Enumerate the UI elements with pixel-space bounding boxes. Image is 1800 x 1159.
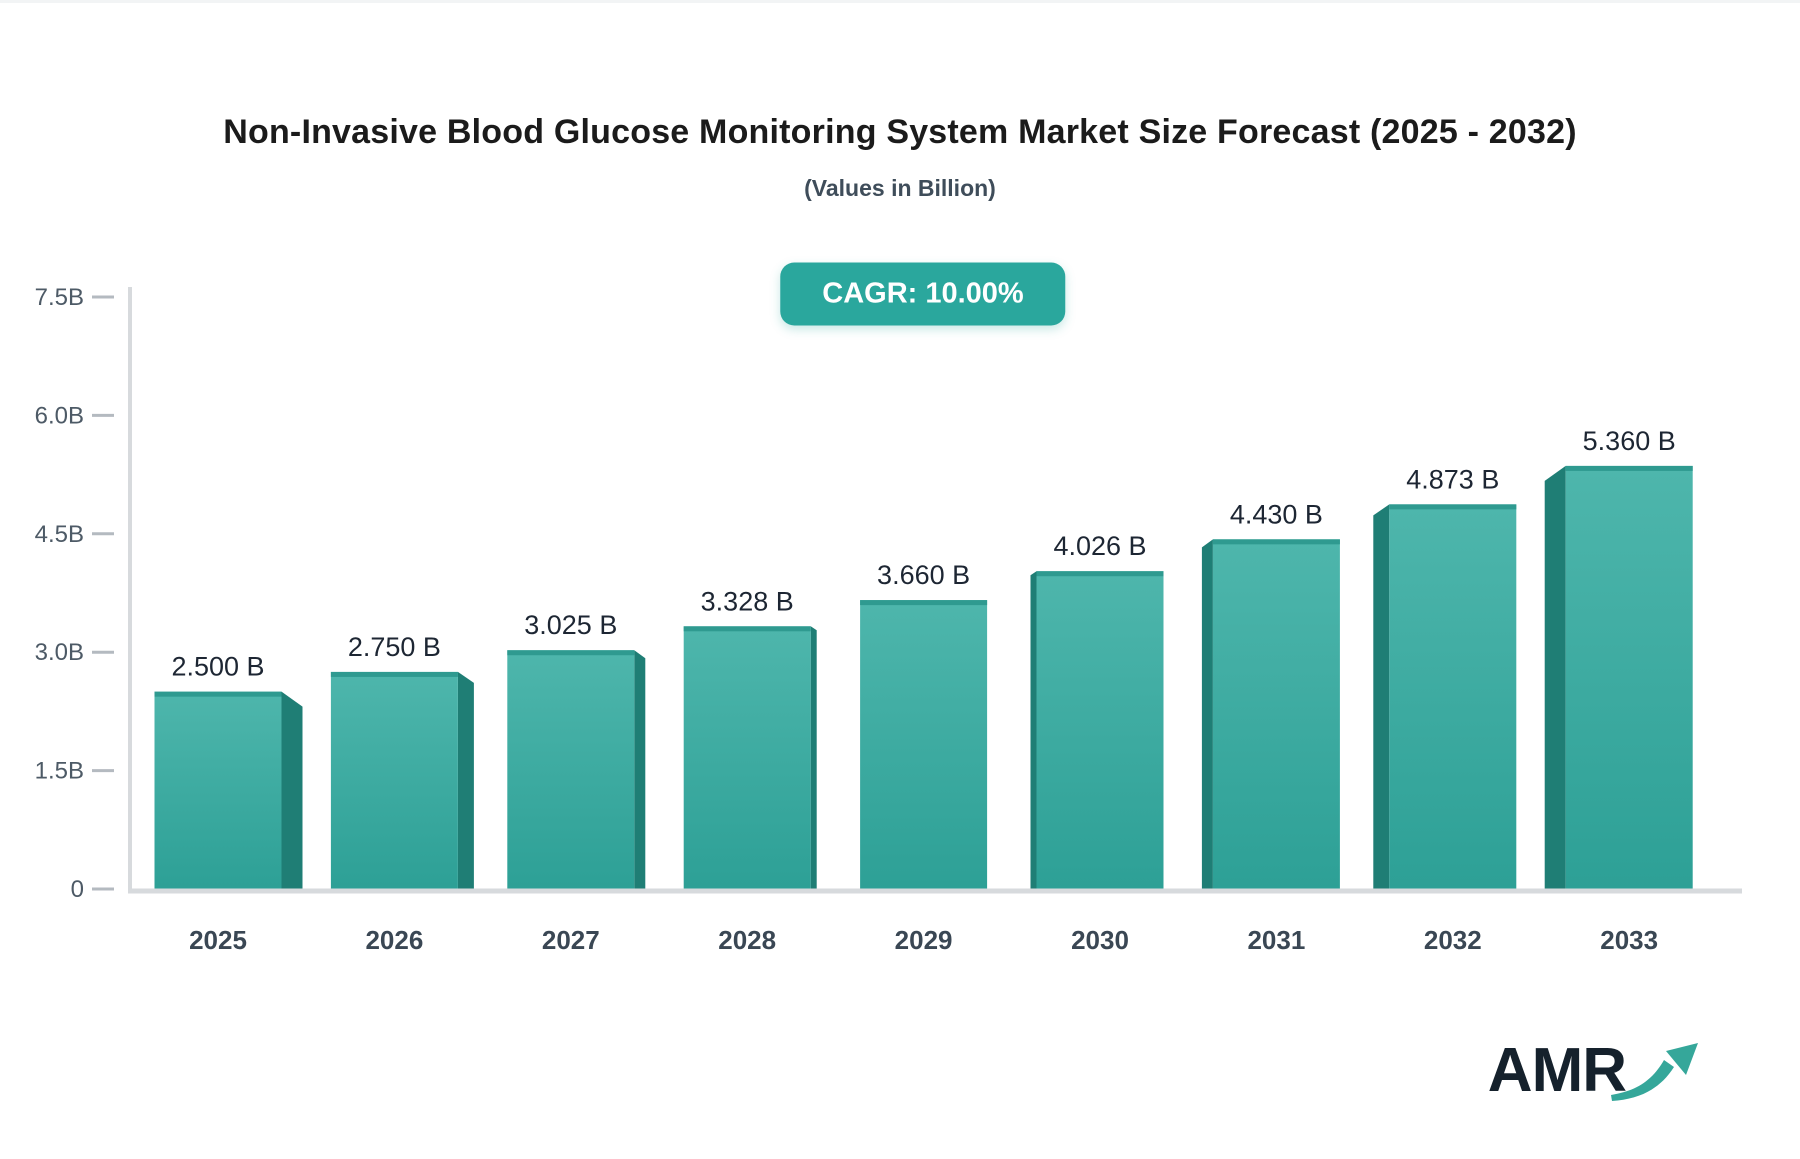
bar-value-label: 3.328 B bbox=[701, 586, 794, 616]
bar-value-label: 4.873 B bbox=[1406, 464, 1499, 494]
bar-face[interactable] bbox=[1212, 539, 1340, 889]
bar-2031: 4.430 B 2031 bbox=[1201, 499, 1340, 955]
bar-face[interactable] bbox=[507, 650, 635, 889]
bar-2027: 3.025 B 2027 bbox=[507, 610, 646, 955]
bar-face[interactable] bbox=[683, 626, 811, 889]
bar-face[interactable] bbox=[1565, 465, 1693, 889]
bar-top-cap bbox=[1565, 465, 1693, 471]
bar-2028: 3.328 B 2028 bbox=[683, 586, 817, 955]
y-tick-label: 4.5B bbox=[35, 521, 84, 548]
x-tick-label: 2029 bbox=[895, 925, 953, 955]
bar-side-face bbox=[1373, 504, 1390, 889]
bar-top-cap bbox=[507, 650, 635, 656]
bar-side-face bbox=[1030, 571, 1037, 889]
x-tick-label: 2026 bbox=[365, 925, 423, 955]
bar-side-face bbox=[281, 691, 303, 889]
bar-value-label: 4.026 B bbox=[1053, 531, 1146, 561]
brand-logo: AMR bbox=[1488, 1035, 1702, 1107]
bar-side-face bbox=[810, 626, 817, 889]
y-tick-label: 0 bbox=[71, 876, 84, 903]
bar-face[interactable] bbox=[1036, 571, 1164, 889]
bar-side-face bbox=[1201, 539, 1213, 889]
x-tick-label: 2027 bbox=[542, 925, 600, 955]
bar-top-cap bbox=[860, 600, 988, 606]
bar-top-cap bbox=[1212, 539, 1340, 545]
x-tick-label: 2031 bbox=[1247, 925, 1305, 955]
bar-top-cap bbox=[330, 671, 458, 677]
bar-top-cap bbox=[1036, 571, 1164, 577]
x-tick-label: 2030 bbox=[1071, 925, 1129, 955]
bar-top-cap bbox=[683, 626, 811, 632]
bar-top-cap bbox=[154, 691, 282, 697]
bar-side-face bbox=[1544, 465, 1566, 889]
bar-2026: 2.750 B 2026 bbox=[330, 632, 474, 955]
bar-side-face bbox=[634, 650, 646, 889]
bar-2032: 4.873 B 2032 bbox=[1373, 464, 1517, 955]
bar-2029: 3.660 B 2029 bbox=[860, 560, 988, 955]
x-tick-label: 2025 bbox=[189, 925, 247, 955]
bar-2030: 4.026 B 2030 bbox=[1030, 531, 1164, 955]
y-tick-label: 3.0B bbox=[35, 639, 84, 666]
bar-2025: 2.500 B 2025 bbox=[154, 652, 303, 955]
bar-value-label: 2.500 B bbox=[171, 652, 264, 682]
bar-top-cap bbox=[1389, 504, 1517, 510]
bar-face[interactable] bbox=[154, 691, 282, 889]
bar-face[interactable] bbox=[860, 600, 988, 889]
x-tick-label: 2032 bbox=[1424, 925, 1482, 955]
y-tick-label: 7.5B bbox=[35, 284, 84, 311]
bar-2033: 5.360 B 2033 bbox=[1544, 426, 1693, 955]
bar-value-label: 2.750 B bbox=[348, 632, 441, 662]
y-tick-label: 6.0B bbox=[35, 402, 84, 429]
x-tick-label: 2033 bbox=[1600, 925, 1658, 955]
x-tick-label: 2028 bbox=[718, 925, 776, 955]
page-title: Non-Invasive Blood Glucose Monitoring Sy… bbox=[223, 113, 1577, 151]
cagr-badge: CAGR: 10.00% bbox=[780, 262, 1066, 326]
bar-face[interactable] bbox=[330, 671, 458, 889]
bar-value-label: 3.025 B bbox=[524, 610, 617, 640]
y-tick-label: 1.5B bbox=[35, 758, 84, 785]
growth-arrow-icon bbox=[1611, 1043, 1698, 1101]
chart-subtitle: (Values in Billion) bbox=[804, 175, 996, 201]
bar-side-face bbox=[457, 671, 474, 889]
bar-value-label: 3.660 B bbox=[877, 560, 970, 590]
bar-value-label: 5.360 B bbox=[1583, 426, 1676, 456]
bar-value-label: 4.430 B bbox=[1230, 499, 1323, 529]
logo-text: AMR bbox=[1487, 1036, 1627, 1105]
bar-face[interactable] bbox=[1389, 504, 1517, 889]
